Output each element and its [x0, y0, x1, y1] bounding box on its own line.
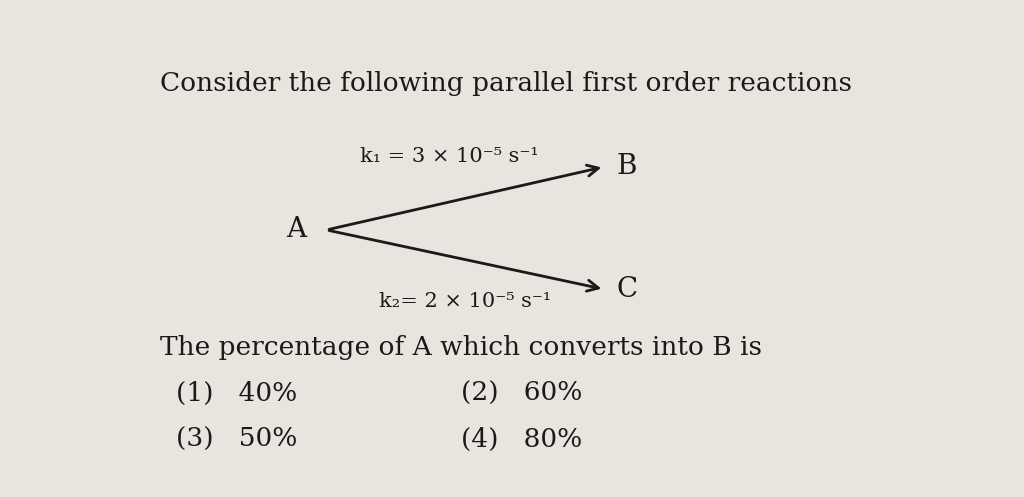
- Text: The percentage of A which converts into B is: The percentage of A which converts into …: [160, 335, 762, 360]
- Text: (4)   80%: (4) 80%: [461, 427, 583, 452]
- Text: k₁ = 3 × 10⁻⁵ s⁻¹: k₁ = 3 × 10⁻⁵ s⁻¹: [360, 147, 539, 166]
- Text: (2)   60%: (2) 60%: [461, 381, 583, 406]
- Text: (3)   50%: (3) 50%: [176, 427, 297, 452]
- Text: (1)   40%: (1) 40%: [176, 381, 297, 406]
- Text: A: A: [287, 216, 306, 244]
- Text: k₂= 2 × 10⁻⁵ s⁻¹: k₂= 2 × 10⁻⁵ s⁻¹: [379, 292, 551, 311]
- Text: Consider the following parallel first order reactions: Consider the following parallel first or…: [160, 71, 852, 96]
- Text: B: B: [616, 153, 637, 180]
- Text: C: C: [616, 276, 637, 303]
